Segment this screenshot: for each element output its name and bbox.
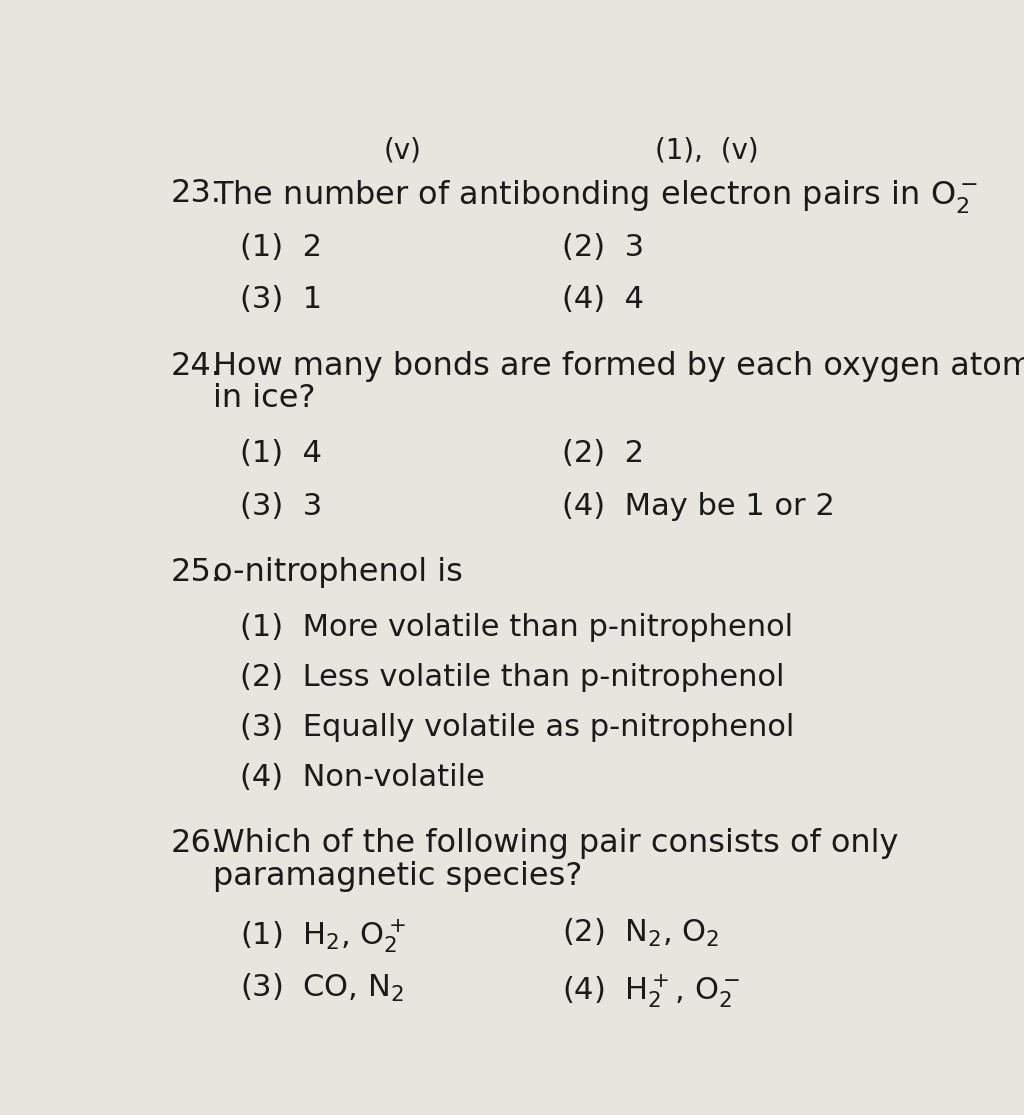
Text: (1),  (v): (1), (v) (655, 136, 759, 164)
Text: (4)  $\mathregular{H_2^+}$, $\mathregular{O_2^-}$: (4) $\mathregular{H_2^+}$, $\mathregular… (562, 972, 740, 1010)
Text: (2)  Less volatile than p-nitrophenol: (2) Less volatile than p-nitrophenol (241, 662, 784, 691)
Text: (3)  CO, $\mathregular{N_2}$: (3) CO, $\mathregular{N_2}$ (241, 972, 404, 1005)
Text: Which of the following pair consists of only: Which of the following pair consists of … (213, 828, 899, 860)
Text: (3)  Equally volatile as p-nitrophenol: (3) Equally volatile as p-nitrophenol (241, 712, 795, 741)
Text: (4)  4: (4) 4 (562, 285, 644, 314)
Text: 25.: 25. (171, 558, 221, 589)
Text: (3)  3: (3) 3 (241, 492, 323, 521)
Text: (2)  $\mathregular{N_2}$, $\mathregular{O_2}$: (2) $\mathregular{N_2}$, $\mathregular{O… (562, 917, 719, 949)
Text: (4)  May be 1 or 2: (4) May be 1 or 2 (562, 492, 835, 521)
Text: The number of antibonding electron pairs in $\mathregular{O_2^-}$: The number of antibonding electron pairs… (213, 177, 979, 215)
Text: (1)  $\mathregular{H_2}$, $\mathregular{O_2^+}$: (1) $\mathregular{H_2}$, $\mathregular{O… (241, 917, 407, 954)
Text: 26.: 26. (171, 828, 221, 860)
Text: (4)  Non-volatile: (4) Non-volatile (241, 763, 485, 792)
Text: (1)  2: (1) 2 (241, 233, 323, 262)
Text: (3)  1: (3) 1 (241, 285, 323, 314)
Text: (v): (v) (384, 136, 422, 164)
Text: 23.: 23. (171, 177, 221, 209)
Text: o-nitrophenol is: o-nitrophenol is (213, 558, 463, 589)
Text: (1)  More volatile than p-nitrophenol: (1) More volatile than p-nitrophenol (241, 613, 794, 642)
Text: (1)  4: (1) 4 (241, 439, 323, 468)
Text: (2)  3: (2) 3 (562, 233, 644, 262)
Text: paramagnetic species?: paramagnetic species? (213, 861, 583, 892)
Text: How many bonds are formed by each oxygen atom: How many bonds are formed by each oxygen… (213, 351, 1024, 382)
Text: 24.: 24. (171, 351, 221, 382)
Text: in ice?: in ice? (213, 384, 315, 415)
Text: (2)  2: (2) 2 (562, 439, 644, 468)
